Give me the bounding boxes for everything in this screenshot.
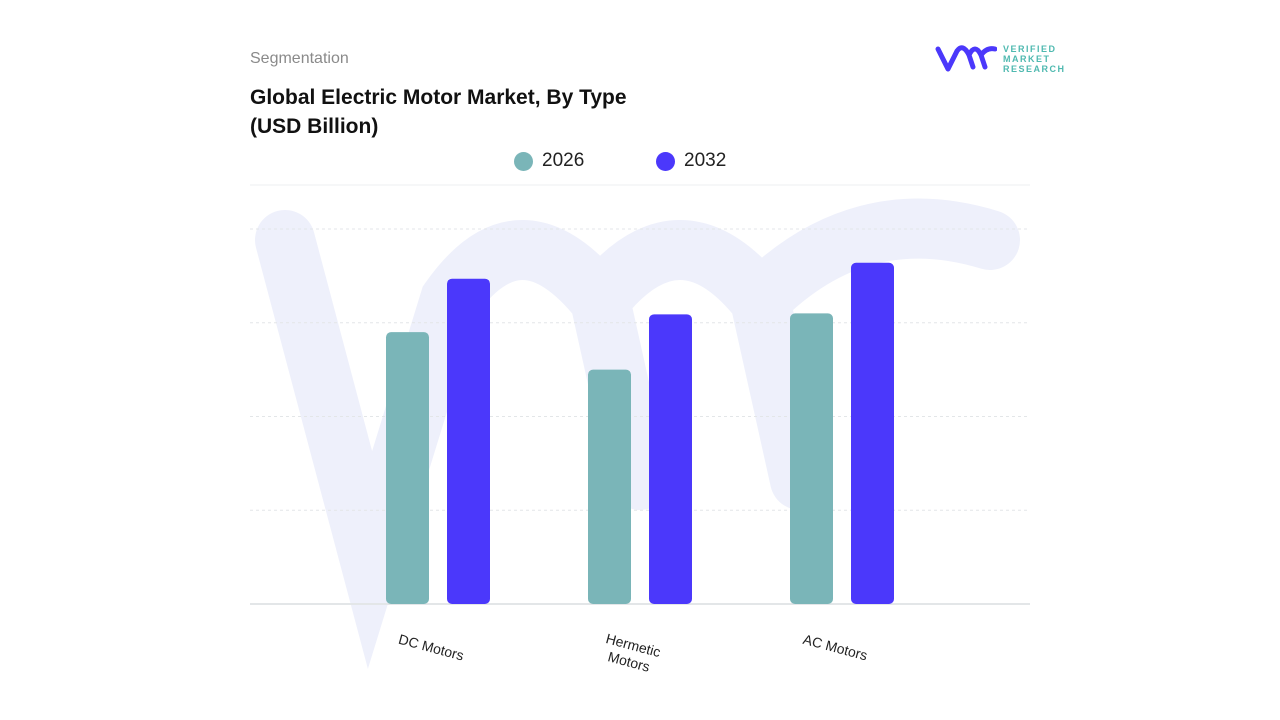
logo-text-research: RESEARCH [1003,64,1066,74]
segment-label: Segmentation [250,50,349,67]
chart-title-line2: (USD Billion) [250,115,379,138]
x-tick-label: AC Motors [801,631,869,664]
bar-hermetic-motors-2032 [649,314,692,604]
vmr-logo: VERIFIED MARKET RESEARCH [935,44,1066,74]
bar-dc-motors-2026 [386,332,429,604]
legend-label-2032: 2032 [684,150,727,171]
legend-swatch-2032 [656,151,675,171]
vmr-logo-icon [935,45,997,72]
legend-item-2032: 2032 [656,150,726,172]
legend-label-2026: 2026 [542,150,585,171]
legend-swatch-2026 [514,151,533,171]
logo-text-verified: VERIFIED [1003,44,1057,54]
chart-title: Global Electric Motor Market, By Type (U… [250,83,670,141]
bar-hermetic-motors-2026 [588,369,631,604]
legend-item-2026: 2026 [514,150,584,172]
x-tick-label: DC Motors [397,631,466,664]
logo-text: VERIFIED MARKET RESEARCH [1003,44,1066,74]
bar-ac-motors-2026 [790,313,833,604]
x-tick-label: HermeticMotors [600,630,663,676]
bar-ac-motors-2032 [851,262,894,604]
legend: 2026 2032 [0,150,1280,174]
logo-text-market: MARKET [1003,54,1051,64]
bar-dc-motors-2032 [447,278,490,604]
chart-title-line1: Global Electric Motor Market, By Type [250,86,627,109]
